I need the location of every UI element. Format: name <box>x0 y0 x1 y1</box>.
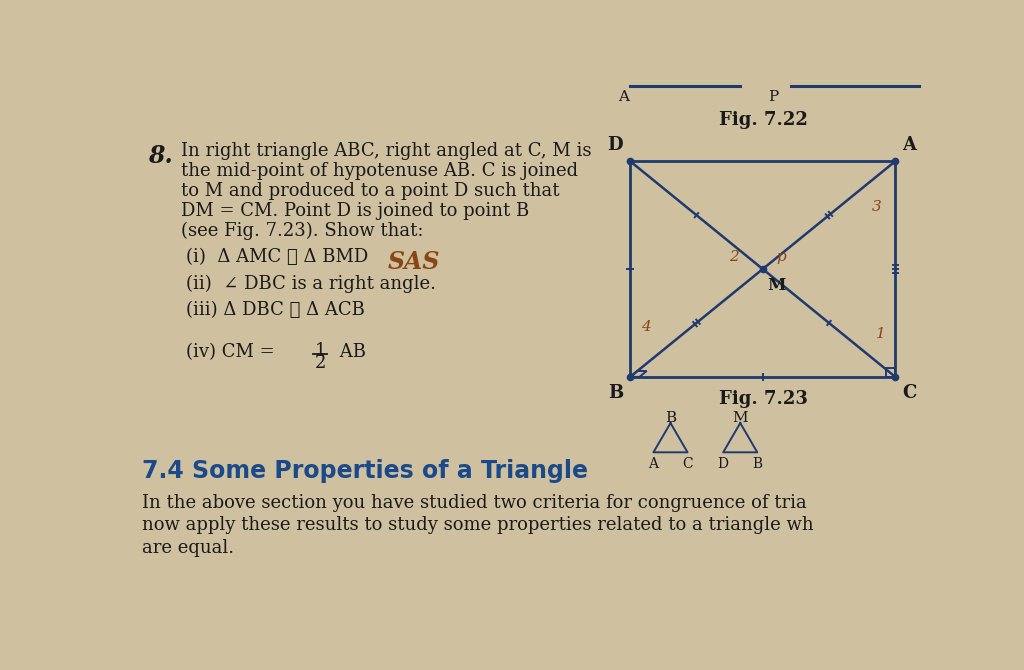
Text: In the above section you have studied two criteria for congruence of tria: In the above section you have studied tw… <box>142 494 807 512</box>
Text: are equal.: are equal. <box>142 539 234 557</box>
Text: C: C <box>902 384 916 402</box>
Text: A: A <box>618 90 630 105</box>
Text: SAS: SAS <box>388 250 440 274</box>
Text: 2: 2 <box>729 251 738 265</box>
Text: DM = CM. Point D is joined to point B: DM = CM. Point D is joined to point B <box>180 202 529 220</box>
Text: Fig. 7.23: Fig. 7.23 <box>719 390 808 408</box>
Text: D: D <box>607 136 624 154</box>
Text: 7.4 Some Properties of a Triangle: 7.4 Some Properties of a Triangle <box>142 459 588 483</box>
Text: D: D <box>718 457 729 471</box>
Text: (see Fig. 7.23). Show that:: (see Fig. 7.23). Show that: <box>180 222 423 241</box>
Text: P: P <box>768 90 778 105</box>
Text: (iii) Δ DBC ≅ Δ ACB: (iii) Δ DBC ≅ Δ ACB <box>186 301 365 319</box>
Text: M: M <box>767 277 785 293</box>
Text: 8.: 8. <box>148 144 173 168</box>
Text: A: A <box>648 457 658 471</box>
Text: Fig. 7.22: Fig. 7.22 <box>719 111 808 129</box>
Text: A: A <box>902 136 916 154</box>
Text: B: B <box>753 457 762 471</box>
Text: 3: 3 <box>872 200 882 214</box>
Text: B: B <box>665 411 676 425</box>
Text: 2: 2 <box>314 354 326 372</box>
Text: 4: 4 <box>641 320 651 334</box>
Text: AB: AB <box>334 343 367 361</box>
Text: (iv) CM =: (iv) CM = <box>186 343 281 361</box>
Text: B: B <box>608 384 624 402</box>
Text: M: M <box>732 411 749 425</box>
Text: In right triangle ABC, right angled at C, M is: In right triangle ABC, right angled at C… <box>180 142 591 160</box>
Text: to M and produced to a point D such that: to M and produced to a point D such that <box>180 182 559 200</box>
Text: p: p <box>776 251 786 265</box>
Text: now apply these results to study some properties related to a triangle wh: now apply these results to study some pr… <box>142 516 814 534</box>
Text: the mid-point of hypotenuse AB. C is joined: the mid-point of hypotenuse AB. C is joi… <box>180 162 578 180</box>
Text: 1: 1 <box>314 342 326 360</box>
Text: 1: 1 <box>876 328 886 341</box>
Text: (ii)  ∠ DBC is a right angle.: (ii) ∠ DBC is a right angle. <box>186 275 436 293</box>
Text: (i)  Δ AMC ≅ Δ BMD: (i) Δ AMC ≅ Δ BMD <box>186 249 369 266</box>
Text: C: C <box>682 457 693 471</box>
